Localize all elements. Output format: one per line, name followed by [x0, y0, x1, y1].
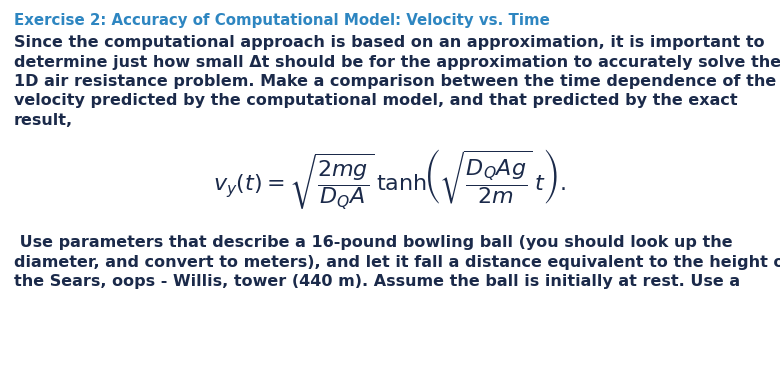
Text: $v_y(t) = \sqrt{\dfrac{2mg}{D_Q A}}\,\mathrm{tanh}\!\left(\sqrt{\dfrac{D_Q Ag}{2: $v_y(t) = \sqrt{\dfrac{2mg}{D_Q A}}\,\ma… [214, 148, 566, 212]
Text: the Sears, oops - Willis, tower (440 m). Assume the ball is initially at rest. U: the Sears, oops - Willis, tower (440 m).… [14, 274, 740, 289]
Text: Exercise 2: Accuracy of Computational Model: Velocity vs. Time: Exercise 2: Accuracy of Computational Mo… [14, 13, 550, 28]
Text: diameter, and convert to meters), and let it fall a distance equivalent to the h: diameter, and convert to meters), and le… [14, 254, 780, 269]
Text: determine just how small Δt should be for the approximation to accurately solve : determine just how small Δt should be fo… [14, 54, 780, 69]
Text: velocity predicted by the computational model, and that predicted by the exact: velocity predicted by the computational … [14, 93, 738, 108]
Text: 1D air resistance problem. Make a comparison between the time dependence of the: 1D air resistance problem. Make a compar… [14, 74, 776, 89]
Text: Use parameters that describe a 16-pound bowling ball (you should look up the: Use parameters that describe a 16-pound … [14, 235, 732, 250]
Text: Since the computational approach is based on an approximation, it is important t: Since the computational approach is base… [14, 35, 764, 50]
Text: result,: result, [14, 113, 73, 128]
